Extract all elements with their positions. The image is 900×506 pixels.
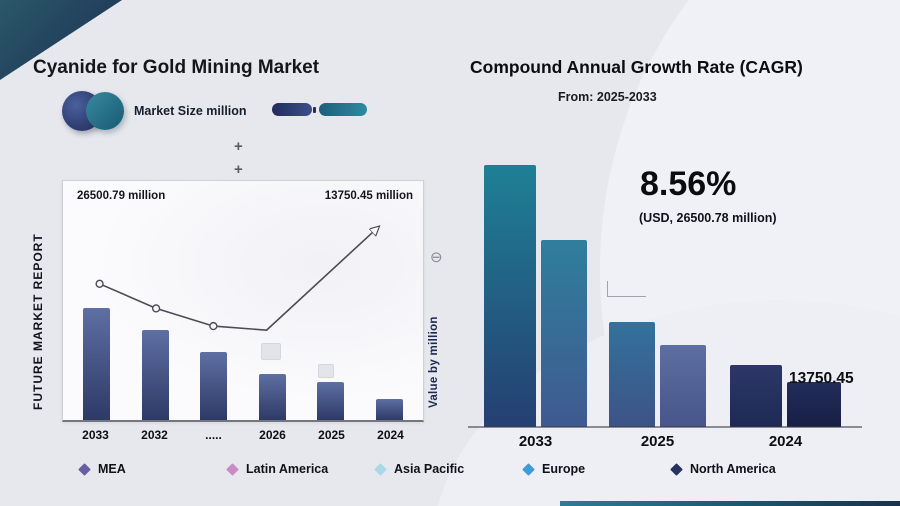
market-size-bar-2025 xyxy=(317,382,345,420)
market-size-chart-panel: 26500.79 million 13750.45 million xyxy=(62,180,424,422)
cagr-title: Compound Annual Growth Rate (CAGR) xyxy=(470,57,803,77)
legend-diamond-icon xyxy=(670,462,683,476)
cagr-bar-group-2033 xyxy=(484,165,587,427)
ghost-square-decoration xyxy=(261,343,281,360)
market-size-bars xyxy=(63,308,423,420)
decorative-pill-teal xyxy=(319,103,367,116)
legend-label: Latin America xyxy=(246,462,329,476)
bracket-decoration xyxy=(607,281,646,297)
cagr-bar-2033-series-1 xyxy=(484,165,536,427)
market-size-orb-icon xyxy=(62,91,126,133)
legend-item-latin-america: Latin America xyxy=(226,462,376,476)
cagr-x-axis: 2033 2025 2024 xyxy=(484,433,841,450)
cagr-percentage: 8.56% xyxy=(640,165,737,203)
region-legend: MEA Latin America Asia Pacific Europe North … xyxy=(78,462,870,476)
cagr-usd-detail: (USD, 26500.78 million) xyxy=(639,211,777,225)
plus-icon: + xyxy=(234,138,243,155)
market-size-x-label: 2024 xyxy=(377,428,404,442)
legend-diamond-icon xyxy=(374,462,387,476)
cagr-x-axis-line xyxy=(468,426,862,428)
circle-minus-icon: ⊖ xyxy=(430,249,443,266)
cagr-bar-2025-series-2 xyxy=(660,345,706,427)
legend-label: MEA xyxy=(98,462,126,476)
ghost-square-decoration xyxy=(318,364,334,378)
market-size-x-label: ..... xyxy=(205,428,222,442)
legend-label: North America xyxy=(690,462,776,476)
chart-end-value-label: 13750.45 million xyxy=(324,190,413,202)
market-size-bar-2033 xyxy=(83,308,110,420)
cagr-bar-2024-series-2 xyxy=(787,382,841,427)
cagr-bar-2033-series-2 xyxy=(541,240,587,427)
cagr-bar-group-2025 xyxy=(609,322,706,427)
legend-diamond-icon xyxy=(522,462,535,476)
legend-label: Asia Pacific xyxy=(394,462,465,476)
cagr-x-label-2025: 2025 xyxy=(640,433,675,450)
market-size-bar-2026 xyxy=(258,374,286,420)
cagr-2024-value-label: 13750.45 xyxy=(789,370,854,387)
cagr-bar-2024-series-1 xyxy=(730,365,782,427)
bottom-strip-decoration xyxy=(560,501,900,506)
market-size-x-label: 2026 xyxy=(259,428,286,442)
market-size-bar-2032 xyxy=(141,330,169,420)
cagr-x-label-2033: 2033 xyxy=(518,433,553,450)
cagr-x-label-2024: 2024 xyxy=(768,433,803,450)
pill-separator-dot xyxy=(313,107,316,113)
plus-icon: + xyxy=(234,161,243,178)
market-size-x-label: 2032 xyxy=(141,428,168,442)
legend-item-mea: MEA xyxy=(78,462,228,476)
market-size-bar-2024 xyxy=(375,399,403,420)
value-by-million-label: Value by million xyxy=(428,316,440,408)
cagr-bar-group-2024 xyxy=(730,365,841,427)
legend-diamond-icon xyxy=(78,462,91,476)
orb-teal-icon xyxy=(86,92,124,130)
legend-diamond-icon xyxy=(226,462,239,476)
market-size-x-label: 2033 xyxy=(82,428,109,442)
legend-item-asia-pacific: Asia Pacific xyxy=(374,462,524,476)
market-size-x-label: 2025 xyxy=(318,428,345,442)
page-title: Cyanide for Gold Mining Market xyxy=(33,57,320,78)
market-size-x-axis: 2033 2032..... 2026 2025 2024 xyxy=(62,428,424,442)
legend-label: Europe xyxy=(542,462,586,476)
legend-item-north-america: North America xyxy=(670,462,820,476)
decorative-pill-navy xyxy=(272,103,312,116)
market-size-bar-..... xyxy=(200,352,228,420)
cagr-chart-bars xyxy=(484,160,841,427)
cagr-bar-2025-series-1 xyxy=(609,322,655,427)
legend-item-europe: Europe xyxy=(522,462,672,476)
chart-start-value-label: 26500.79 million xyxy=(77,190,166,202)
cagr-subtitle: From: 2025-2033 xyxy=(558,90,657,104)
future-market-report-label: FUTURE MARKET REPORT xyxy=(31,233,45,410)
market-size-label: Market Size million xyxy=(134,104,247,118)
